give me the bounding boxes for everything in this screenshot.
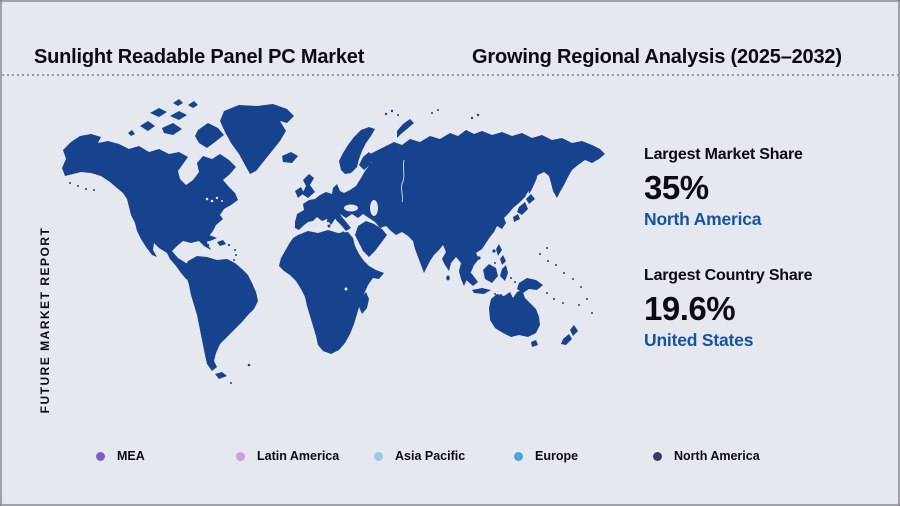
island-sri-lanka bbox=[446, 275, 450, 281]
stat-market-share: Largest Market Share 35% North America bbox=[644, 146, 898, 229]
caribbean-islands bbox=[200, 235, 237, 261]
legend-dot-asia-pacific bbox=[374, 451, 383, 461]
legend-item-mea: MEA bbox=[96, 448, 145, 464]
legend-label: North America bbox=[674, 449, 760, 463]
stat-value: 19.6% bbox=[644, 290, 736, 327]
page-subtitle: Growing Regional Analysis (2025–2032) bbox=[472, 46, 842, 68]
island-new-guinea bbox=[517, 278, 543, 293]
island-tierra-del-fuego bbox=[215, 372, 227, 379]
legend-label: MEA bbox=[117, 449, 145, 463]
island-tasmania bbox=[531, 340, 538, 347]
island-corsica bbox=[326, 219, 330, 223]
stat-label: Largest Market Share bbox=[644, 146, 803, 163]
islands-indonesia bbox=[459, 264, 516, 297]
islands-japan bbox=[513, 194, 535, 222]
legend-dot-mea bbox=[96, 451, 105, 461]
stat-country-share: Largest Country Share 19.6% United State… bbox=[644, 267, 898, 350]
continent-australia bbox=[489, 290, 540, 337]
island-great-britain bbox=[302, 174, 315, 198]
legend-label: Europe bbox=[535, 449, 579, 463]
continent-africa bbox=[279, 230, 384, 354]
island-south-georgia bbox=[230, 382, 232, 384]
island-greenland bbox=[220, 104, 294, 174]
island-falkland bbox=[247, 363, 251, 367]
island-taiwan bbox=[492, 249, 496, 253]
legend-label: Latin America bbox=[257, 449, 340, 463]
region-scandinavia bbox=[339, 127, 375, 174]
legend-item-europe: Europe bbox=[514, 448, 578, 464]
legend-dot-north-america bbox=[653, 451, 662, 461]
legend-dot-latin-america bbox=[236, 451, 245, 461]
continent-north-america bbox=[62, 134, 238, 290]
region-arabia bbox=[355, 221, 387, 257]
continent-south-america bbox=[185, 256, 258, 371]
canadian-arctic-islands bbox=[128, 99, 224, 148]
stat-label: Largest Country Share bbox=[644, 267, 813, 284]
island-sardinia bbox=[327, 224, 331, 228]
legend-label: Asia Pacific bbox=[395, 449, 466, 463]
dotted-divider bbox=[2, 74, 898, 76]
island-hainan bbox=[477, 256, 481, 260]
stat-value: 35% bbox=[644, 169, 709, 206]
legend-item-asia-pacific: Asia Pacific bbox=[374, 448, 465, 464]
page-title: Sunlight Readable Panel PC Market bbox=[34, 46, 365, 68]
legend: MEA Latin America Asia Pacific Europe No… bbox=[2, 448, 898, 466]
aleutian-islands bbox=[69, 182, 95, 191]
stat-region: North America bbox=[644, 209, 762, 229]
island-iceland bbox=[282, 152, 298, 163]
island-madagascar bbox=[359, 292, 369, 314]
legend-item-north-america: North America bbox=[653, 448, 760, 464]
islands-new-zealand bbox=[561, 325, 578, 345]
island-ireland bbox=[295, 187, 304, 198]
legend-dot-europe bbox=[514, 451, 523, 461]
islands-philippines bbox=[494, 244, 506, 269]
arctic-island-specks bbox=[384, 109, 480, 138]
legend-item-latin-america: Latin America bbox=[236, 448, 339, 464]
region-eurasia bbox=[295, 130, 605, 286]
stat-region: United States bbox=[644, 330, 754, 350]
pacific-island-specks bbox=[539, 247, 593, 314]
region-finland bbox=[359, 152, 374, 170]
region-italy bbox=[334, 211, 351, 231]
island-sakhalin bbox=[528, 172, 537, 194]
inland-water-cutouts bbox=[205, 159, 405, 291]
